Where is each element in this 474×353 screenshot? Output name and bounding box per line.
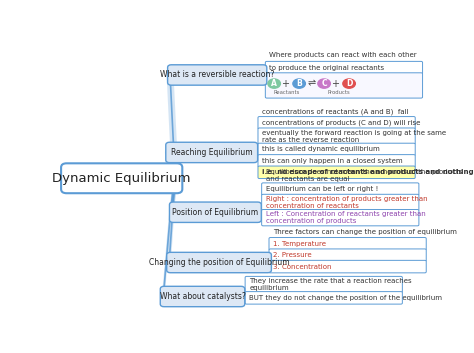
- Text: B: B: [296, 79, 302, 88]
- FancyBboxPatch shape: [265, 73, 422, 98]
- Text: eventually the forward reaction is going at the same
rate as the reverse reactio: eventually the forward reaction is going…: [262, 130, 446, 143]
- Text: Equilibrium does not mean the amounts of the products
and reactants are equal: Equilibrium does not mean the amounts of…: [266, 169, 462, 182]
- Text: Products: Products: [327, 90, 350, 95]
- FancyBboxPatch shape: [258, 155, 415, 167]
- FancyBboxPatch shape: [262, 194, 419, 211]
- FancyBboxPatch shape: [269, 238, 426, 250]
- Text: Reactants: Reactants: [274, 90, 300, 95]
- Text: i.e. no escape of reactants and products and nothing else can get in: i.e. no escape of reactants and products…: [262, 169, 474, 175]
- Text: D: D: [346, 79, 352, 88]
- Text: What is a reversible reaction?: What is a reversible reaction?: [160, 71, 274, 79]
- Text: this is called dynamic equilibrium: this is called dynamic equilibrium: [262, 146, 380, 152]
- FancyBboxPatch shape: [265, 61, 422, 74]
- Text: Equilibrium can be left or right !: Equilibrium can be left or right !: [266, 186, 378, 192]
- FancyBboxPatch shape: [258, 143, 415, 156]
- FancyBboxPatch shape: [245, 276, 402, 293]
- FancyBboxPatch shape: [160, 286, 245, 307]
- Text: ⇌: ⇌: [307, 79, 315, 89]
- Circle shape: [268, 79, 281, 88]
- FancyBboxPatch shape: [245, 292, 402, 304]
- FancyBboxPatch shape: [168, 65, 267, 85]
- FancyBboxPatch shape: [166, 142, 258, 163]
- Text: Dynamic Equilibrium: Dynamic Equilibrium: [53, 172, 191, 185]
- Text: 3. Concentration: 3. Concentration: [273, 264, 331, 270]
- FancyBboxPatch shape: [262, 183, 419, 196]
- Circle shape: [318, 79, 330, 88]
- Circle shape: [343, 79, 356, 88]
- Text: A: A: [271, 79, 277, 88]
- Text: +: +: [282, 79, 290, 89]
- Text: concentrations of products (C and D) will rise: concentrations of products (C and D) wil…: [262, 120, 420, 126]
- FancyBboxPatch shape: [269, 261, 426, 273]
- Text: C: C: [321, 79, 327, 88]
- Circle shape: [293, 79, 305, 88]
- Text: to produce the original reactants: to produce the original reactants: [269, 65, 384, 71]
- Text: What about catalysts?: What about catalysts?: [160, 292, 246, 301]
- FancyBboxPatch shape: [269, 249, 426, 262]
- Text: Position of Equilibrium: Position of Equilibrium: [173, 208, 258, 217]
- Text: Three factors can change the position of equilibrium: Three factors can change the position of…: [273, 229, 457, 235]
- FancyBboxPatch shape: [61, 163, 182, 193]
- Text: BUT they do not change the position of the equilibrium: BUT they do not change the position of t…: [249, 295, 442, 301]
- Text: Reaching Equilibrium: Reaching Equilibrium: [171, 148, 253, 157]
- Text: Left : Concentration of reactants greater than
concentration of products: Left : Concentration of reactants greate…: [266, 211, 426, 224]
- Text: this can only happen in a closed system: this can only happen in a closed system: [262, 158, 402, 164]
- FancyBboxPatch shape: [169, 202, 261, 222]
- Text: 2. Pressure: 2. Pressure: [273, 252, 312, 258]
- FancyBboxPatch shape: [258, 116, 415, 129]
- Text: Changing the position of Equilibrium: Changing the position of Equilibrium: [149, 258, 289, 267]
- Text: concentrations of reactants (A and B)  fall: concentrations of reactants (A and B) fa…: [262, 108, 409, 115]
- Text: Where products can react with each other: Where products can react with each other: [269, 52, 417, 58]
- FancyBboxPatch shape: [258, 128, 415, 144]
- FancyBboxPatch shape: [262, 210, 419, 226]
- Text: +: +: [331, 79, 339, 89]
- FancyBboxPatch shape: [167, 252, 272, 273]
- Text: 1. Temperature: 1. Temperature: [273, 241, 326, 247]
- Text: They increase the rate that a reaction reaches
equilibrium: They increase the rate that a reaction r…: [249, 278, 412, 291]
- FancyBboxPatch shape: [258, 166, 415, 179]
- Text: Right : concentration of products greater than
concentration of reactants: Right : concentration of products greate…: [266, 196, 428, 209]
